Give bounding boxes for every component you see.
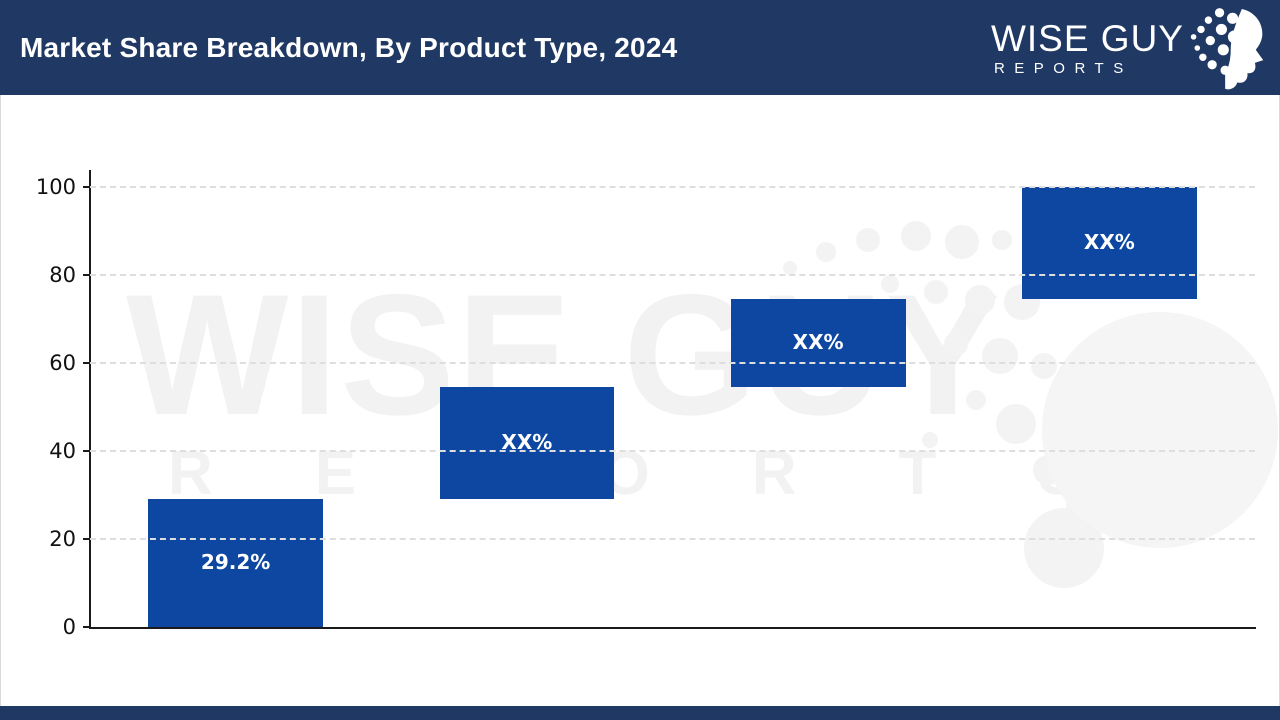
logo-tagline: REPORTS [993, 59, 1133, 77]
gridline [90, 362, 1255, 364]
y-tick-mark [83, 186, 90, 188]
gridline [90, 450, 1255, 452]
bar-roller-doors [148, 498, 323, 627]
y-tick-mark [83, 538, 90, 540]
bar-sectional-doors [439, 386, 615, 499]
bar-value-label: 29.2% [200, 549, 271, 574]
page-title: Market Share Breakdown, By Product Type,… [20, 31, 678, 63]
footer-bar [0, 706, 1280, 720]
y-tick-label: 40 [49, 439, 76, 463]
y-tick-mark [83, 274, 90, 276]
wiseguy-logo: WISE GUY REPORTS [991, 5, 1280, 91]
y-tick-label: 20 [49, 527, 76, 551]
y-tick-label: 60 [49, 351, 76, 375]
wiseguy-head-icon [1190, 7, 1264, 89]
logo-text: WISE GUY REPORTS [991, 20, 1184, 76]
gridline [90, 186, 1255, 188]
y-tick-mark [83, 626, 90, 628]
bar-bi-fold-doors [1022, 187, 1197, 300]
y-tick-label: 80 [49, 263, 76, 287]
y-axis-line [89, 170, 91, 629]
x-axis-line [89, 627, 1256, 629]
y-tick-label: 100 [35, 175, 76, 199]
bar-value-label: XX% [792, 329, 844, 354]
y-tick-label: 0 [62, 615, 76, 639]
header-bar: Market Share Breakdown, By Product Type,… [0, 0, 1280, 95]
bar-value-label: XX% [501, 429, 553, 454]
y-tick-mark [83, 362, 90, 364]
bar-value-label: XX% [1083, 230, 1135, 255]
logo-wordmark: WISE GUY [990, 17, 1184, 59]
bar-swing-doors [730, 299, 906, 387]
gridline [90, 274, 1255, 276]
y-tick-mark [83, 450, 90, 452]
gridline [90, 538, 1255, 540]
